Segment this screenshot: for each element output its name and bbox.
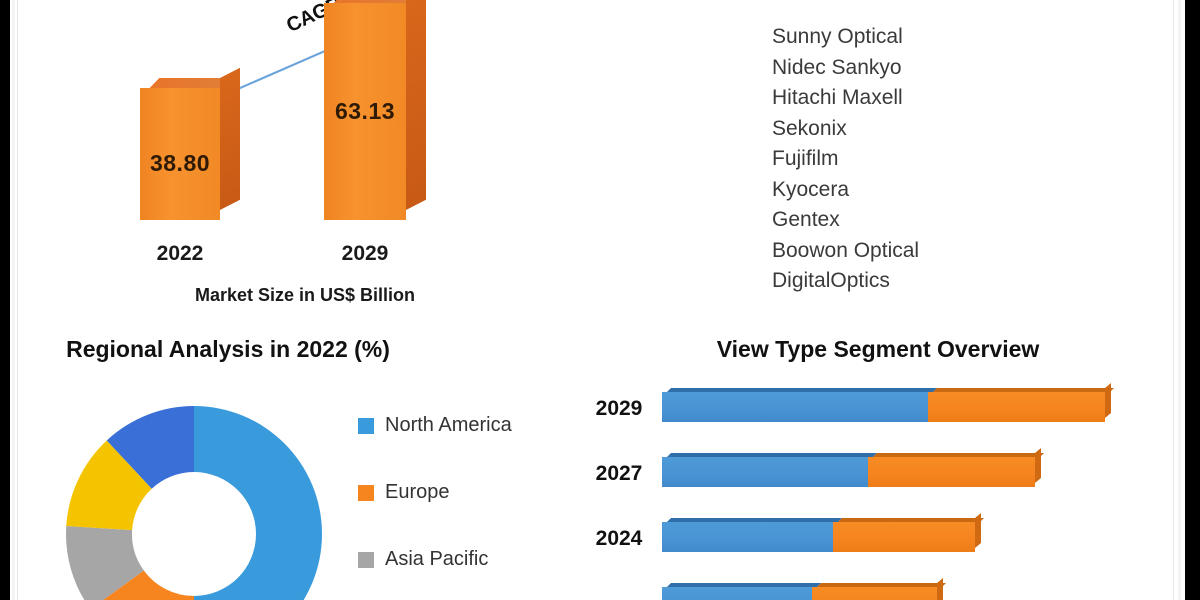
regional-analysis-chart: Regional Analysis in 2022 (%) <box>18 330 563 600</box>
donut-slice-europe <box>103 570 194 600</box>
regional-legend: North America Europe Asia Pacific <box>358 392 563 600</box>
legend-swatch-asia-pacific <box>358 551 374 568</box>
legend-label-north-america: North America <box>385 414 512 436</box>
legend-swatch-europe <box>358 484 374 501</box>
view-type-title: View Type Segment Overview <box>716 336 1040 362</box>
column-bar-2029-side <box>406 0 426 210</box>
view-type-seg-blue <box>662 457 868 487</box>
company-list-item: Gentex <box>772 208 840 231</box>
legend-item-europe: Europe <box>358 459 563 526</box>
view-type-seg-blue <box>662 587 812 600</box>
view-type-seg-orange <box>812 587 937 600</box>
view-type-seg-orange-end <box>1105 382 1111 418</box>
donut-slice-asia-pacific <box>65 525 144 600</box>
company-list: Sunny Optical Nidec Sankyo Hitachi Maxel… <box>772 22 1132 297</box>
company-list-item: Sekonix <box>772 116 847 140</box>
legend-item-asia-pacific: Asia Pacific <box>358 526 563 593</box>
legend-item-fourth <box>358 593 563 600</box>
column-bar-2022-value: 38.80 <box>149 150 211 176</box>
company-list-item: Boowon Optical <box>772 238 920 262</box>
legend-label-asia-pacific: Asia Pacific <box>385 548 489 570</box>
column-bar-2022 <box>140 67 240 220</box>
column-bar-2022-front <box>140 88 220 220</box>
view-type-row-year: 2029 <box>595 397 643 420</box>
view-type-chart: View Type Segment Overview 2029 2027 <box>563 330 1173 600</box>
view-type-seg-blue <box>662 522 833 552</box>
view-type-seg-orange-end <box>1035 447 1041 483</box>
market-size-chart: CAGR 7.2% 38.80 2022 63.13 2029 Market S… <box>100 0 520 320</box>
legend-swatch-north-america <box>358 417 374 434</box>
view-type-seg-orange <box>928 392 1105 422</box>
page-frame-left <box>17 0 18 600</box>
company-list-item: Nidec Sankyo <box>772 55 902 79</box>
column-bar-2029-front <box>324 3 406 220</box>
market-size-caption: Market Size in US$ Billion <box>194 285 416 305</box>
company-list-item: Sunny Optical <box>772 25 903 48</box>
company-list-item: DigitalOptics <box>772 269 890 292</box>
legend-item-north-america: North America <box>358 392 563 459</box>
column-bar-2022-side <box>220 67 240 210</box>
page-frame-left-soft <box>12 0 15 600</box>
view-type-seg-blue <box>662 392 928 422</box>
company-list-item: Hitachi Maxell <box>772 86 903 109</box>
view-type-seg-orange-end <box>937 577 943 600</box>
company-list-item: Kyocera <box>772 177 850 201</box>
regional-analysis-title: Regional Analysis in 2022 (%) <box>66 336 390 362</box>
view-type-row-year: 2024 <box>595 527 643 550</box>
view-type-seg-orange <box>868 457 1035 487</box>
donut-slice-fourth <box>66 440 152 531</box>
regional-donut <box>58 398 330 600</box>
company-list-item: Fujifilm <box>772 147 839 170</box>
column-bar-2029 <box>324 0 426 220</box>
column-bar-2029-value: 63.13 <box>334 98 396 124</box>
column-bar-2029-year: 2029 <box>341 242 389 265</box>
donut-slice-fifth <box>106 406 194 489</box>
view-type-row-year: 2027 <box>595 462 643 485</box>
legend-label-europe: Europe <box>385 481 450 503</box>
page-frame-right <box>1173 0 1174 600</box>
view-type-seg-orange-end <box>975 512 981 548</box>
view-type-seg-orange <box>833 522 975 552</box>
column-bar-2022-year: 2022 <box>156 242 204 265</box>
donut-slice-north-america <box>194 406 322 600</box>
page-frame-right-soft <box>1178 0 1181 600</box>
